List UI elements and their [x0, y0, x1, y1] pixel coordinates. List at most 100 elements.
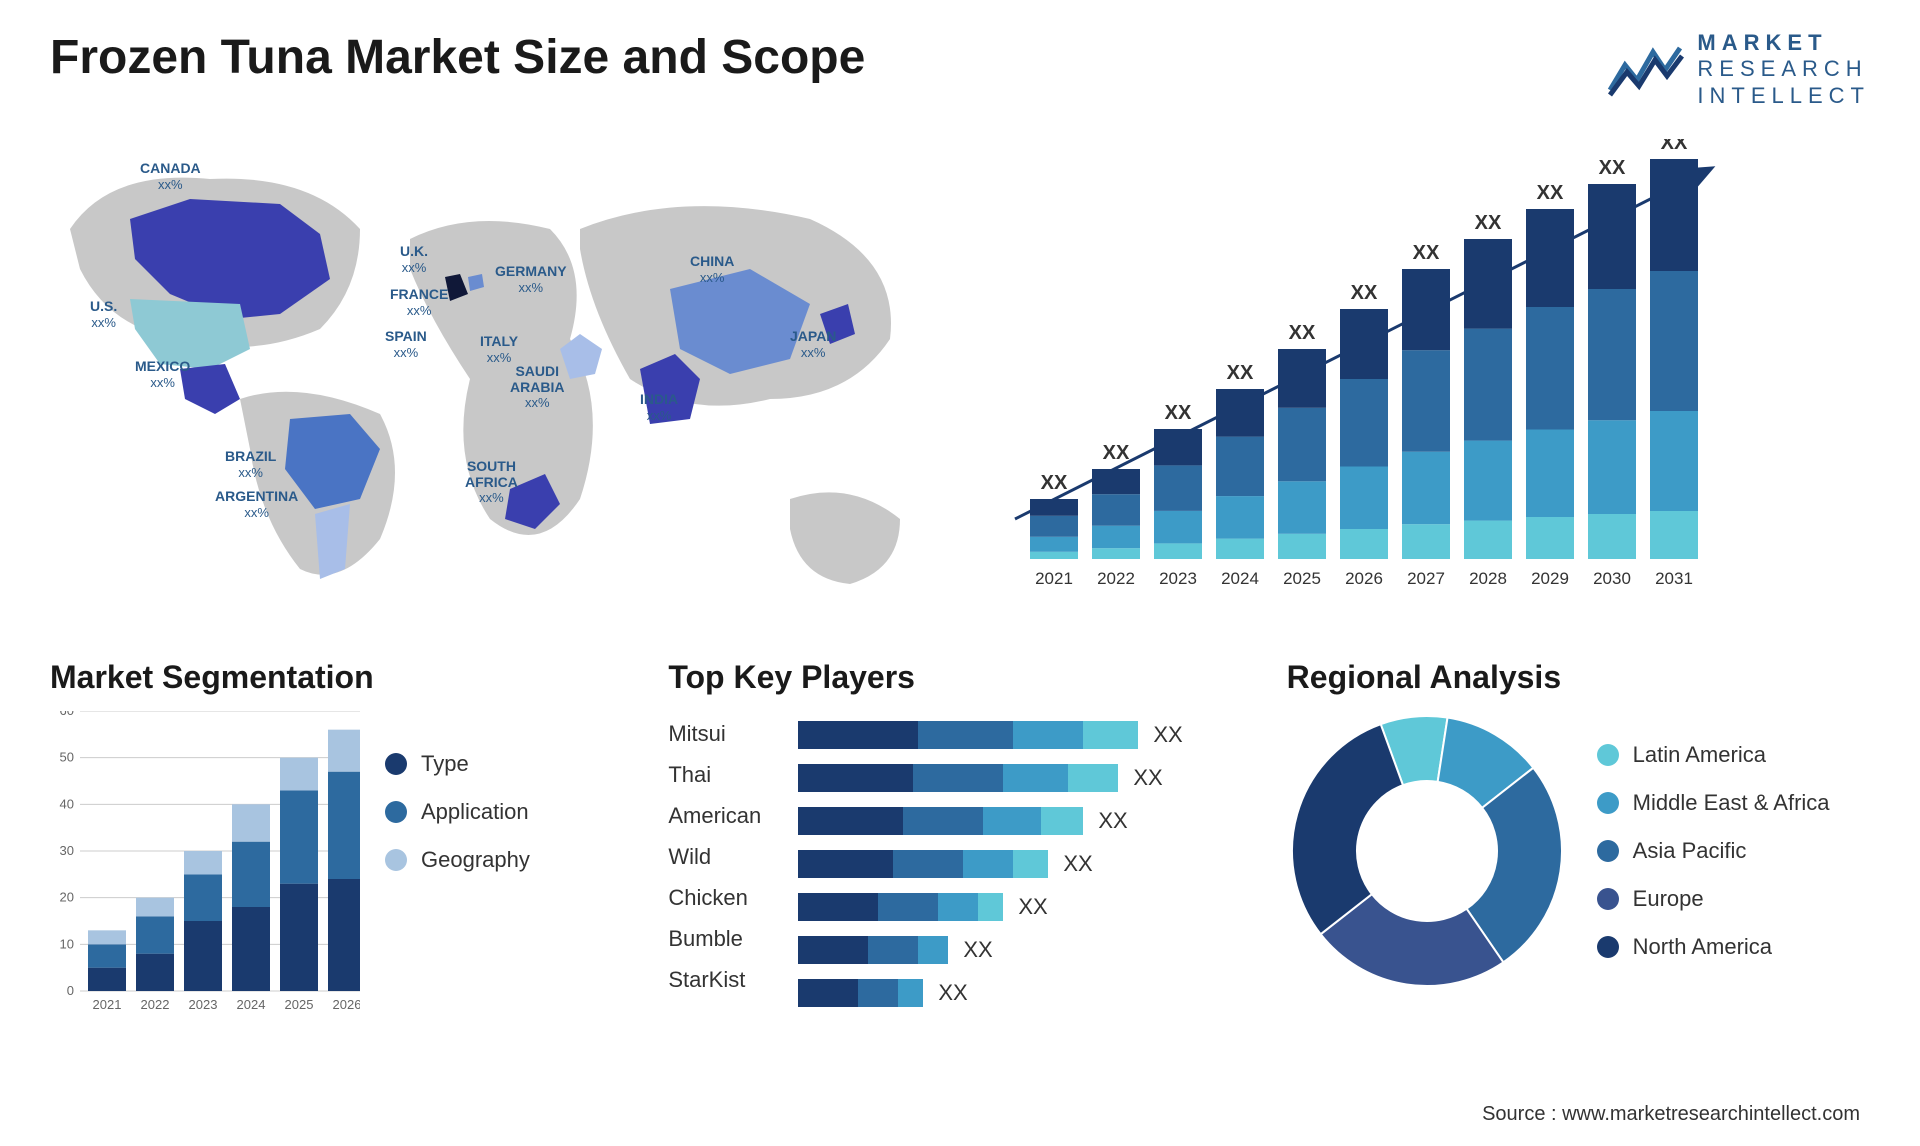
svg-text:2022: 2022 [141, 997, 170, 1012]
players-bars: XX XX XX XX XX XX XX [798, 711, 1251, 1007]
map-label-france: FRANCExx% [390, 287, 448, 318]
player-bar-segment [1013, 721, 1083, 749]
map-label-south-africa: SOUTHAFRICAxx% [465, 459, 518, 505]
player-bar-segment [798, 979, 858, 1007]
logo-icon [1605, 40, 1685, 100]
legend-dot [1597, 840, 1619, 862]
map-label-argentina: ARGENTINAxx% [215, 489, 298, 520]
regional-legend-item: Latin America [1597, 742, 1870, 768]
player-bar-segment [918, 936, 948, 964]
player-bar-segment [1083, 721, 1138, 749]
player-bar-segment [1003, 764, 1068, 792]
player-bar-segment [868, 936, 918, 964]
player-name: Mitsui [668, 721, 798, 747]
legend-dot [1597, 744, 1619, 766]
player-bar-segment [798, 764, 913, 792]
main-chart-svg: XX2021XX2022XX2023XX2024XX2025XX2026XX20… [1010, 139, 1770, 619]
regional-title: Regional Analysis [1287, 659, 1870, 696]
player-bar-segment [798, 721, 918, 749]
segmentation-legend-item: Type [385, 751, 633, 777]
lower-row: Market Segmentation 01020304050602021202… [50, 659, 1870, 1079]
svg-text:30: 30 [60, 843, 74, 858]
map-label-u.s.: U.S.xx% [90, 299, 117, 330]
svg-text:XX: XX [1041, 472, 1068, 494]
svg-text:40: 40 [60, 797, 74, 812]
player-bar-segment [798, 807, 903, 835]
regional-legend-item: North America [1597, 934, 1870, 960]
legend-label: Europe [1633, 886, 1704, 912]
legend-label: Asia Pacific [1633, 838, 1747, 864]
legend-dot [385, 801, 407, 823]
legend-dot [385, 849, 407, 871]
world-map-panel: CANADAxx%U.S.xx%MEXICOxx%BRAZILxx%ARGENT… [50, 139, 950, 619]
map-label-canada: CANADAxx% [140, 161, 201, 192]
player-bar-row: XX [798, 893, 1251, 921]
legend-dot [385, 753, 407, 775]
segmentation-legend-item: Application [385, 799, 633, 825]
player-bar-segment [1013, 850, 1048, 878]
svg-text:2023: 2023 [1159, 569, 1197, 588]
svg-text:50: 50 [60, 750, 74, 765]
svg-text:10: 10 [60, 937, 74, 952]
player-bar-segment [913, 764, 1003, 792]
player-bar-segment [893, 850, 963, 878]
player-bar-segment [963, 850, 1013, 878]
player-value: XX [938, 980, 967, 1006]
svg-text:2025: 2025 [1283, 569, 1321, 588]
player-bar-segment [1068, 764, 1118, 792]
players-title: Top Key Players [668, 659, 1251, 696]
player-bar [798, 764, 1118, 792]
map-label-italy: ITALYxx% [480, 334, 518, 365]
svg-text:2024: 2024 [237, 997, 266, 1012]
map-label-saudi-arabia: SAUDIARABIAxx% [510, 364, 564, 410]
main-bar-chart: XX2021XX2022XX2023XX2024XX2025XX2026XX20… [1010, 139, 1870, 619]
map-label-brazil: BRAZILxx% [225, 449, 276, 480]
svg-text:2026: 2026 [1345, 569, 1383, 588]
svg-text:XX: XX [1537, 182, 1564, 204]
player-bar [798, 721, 1138, 749]
player-bar-segment [798, 893, 878, 921]
player-bar-segment [798, 850, 893, 878]
player-bar-segment [983, 807, 1041, 835]
svg-text:2029: 2029 [1531, 569, 1569, 588]
map-label-spain: SPAINxx% [385, 329, 427, 360]
legend-dot [1597, 888, 1619, 910]
svg-text:60: 60 [60, 711, 74, 718]
segmentation-legend: TypeApplicationGeography [385, 711, 633, 1036]
svg-text:2025: 2025 [285, 997, 314, 1012]
svg-text:2021: 2021 [93, 997, 122, 1012]
player-bar-row: XX [798, 979, 1251, 1007]
player-bar [798, 807, 1083, 835]
player-name: Chicken [668, 885, 798, 911]
donut-chart [1287, 711, 1567, 991]
player-value: XX [1153, 722, 1182, 748]
player-bar [798, 850, 1048, 878]
svg-text:XX: XX [1103, 442, 1130, 464]
svg-text:2024: 2024 [1221, 569, 1259, 588]
svg-text:2026: 2026 [333, 997, 360, 1012]
player-bar-segment [938, 893, 978, 921]
svg-text:2021: 2021 [1035, 569, 1073, 588]
regional-legend: Latin AmericaMiddle East & AfricaAsia Pa… [1597, 742, 1870, 960]
player-value: XX [1098, 808, 1127, 834]
map-label-u.k.: U.K.xx% [400, 244, 428, 275]
player-bar-row: XX [798, 721, 1251, 749]
page-title: Frozen Tuna Market Size and Scope [50, 30, 865, 85]
player-bar-segment [878, 893, 938, 921]
legend-label: North America [1633, 934, 1772, 960]
player-bar-row: XX [798, 850, 1251, 878]
svg-text:XX: XX [1165, 402, 1192, 424]
player-bar-row: XX [798, 807, 1251, 835]
player-bar [798, 893, 1003, 921]
player-bar-row: XX [798, 764, 1251, 792]
map-label-japan: JAPANxx% [790, 329, 836, 360]
svg-text:XX: XX [1351, 282, 1378, 304]
segmentation-panel: Market Segmentation 01020304050602021202… [50, 659, 633, 1079]
player-value: XX [963, 937, 992, 963]
svg-text:2022: 2022 [1097, 569, 1135, 588]
svg-text:2023: 2023 [189, 997, 218, 1012]
player-value: XX [1018, 894, 1047, 920]
svg-text:0: 0 [67, 983, 74, 998]
logo: MARKET RESEARCH INTELLECT [1605, 30, 1870, 109]
svg-text:20: 20 [60, 890, 74, 905]
